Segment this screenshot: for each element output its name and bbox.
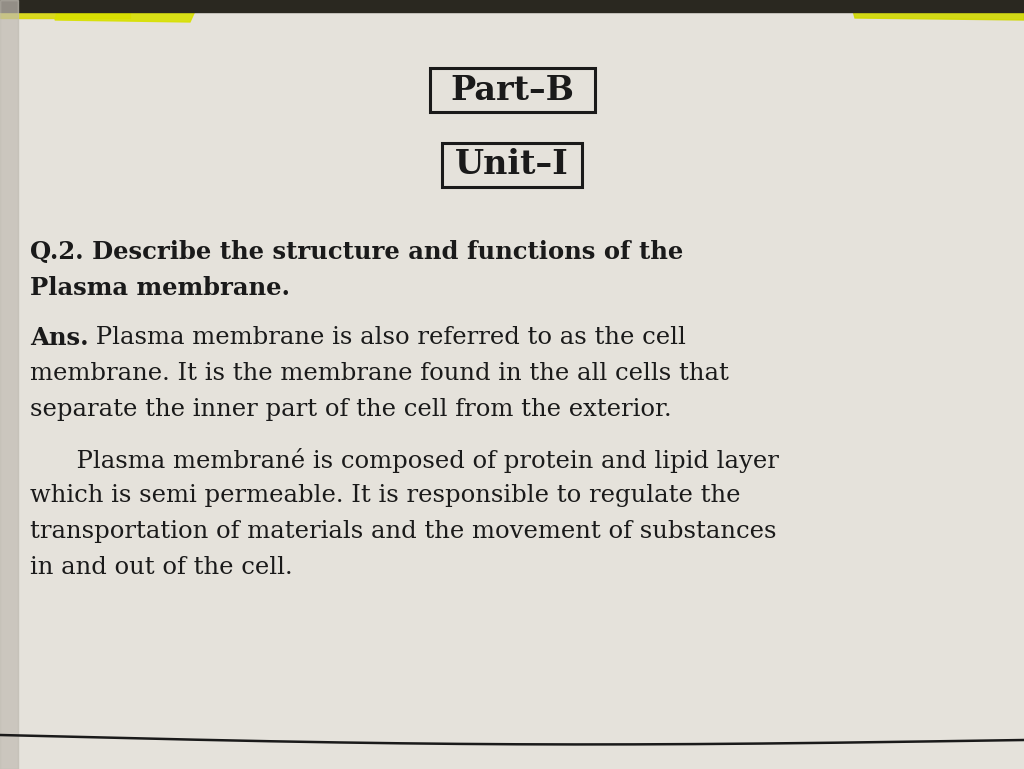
Text: Plasma membrane.: Plasma membrane. (30, 276, 290, 300)
Text: Q.2. Describe the structure and functions of the: Q.2. Describe the structure and function… (30, 240, 683, 264)
Text: Ans.: Ans. (30, 326, 89, 350)
Polygon shape (0, 0, 130, 18)
Text: Unit–I: Unit–I (455, 148, 569, 181)
Bar (0, 0, 18, 769)
Text: transportation of materials and the movement of substances: transportation of materials and the move… (30, 520, 776, 543)
Text: separate the inner part of the cell from the exterior.: separate the inner part of the cell from… (30, 398, 672, 421)
Text: membrane. It is the membrane found in the all cells that: membrane. It is the membrane found in th… (30, 362, 729, 385)
Bar (442, 143, 582, 187)
Text: Plasma membrané is composed of protein and lipid layer: Plasma membrané is composed of protein a… (30, 448, 779, 473)
Bar (0, 0, 1024, 12)
Polygon shape (55, 0, 200, 22)
Bar (429, 68, 595, 112)
Text: Plasma membrane is also referred to as the cell: Plasma membrane is also referred to as t… (88, 326, 686, 349)
Polygon shape (850, 0, 1024, 20)
Text: which is semi permeable. It is responsible to regulate the: which is semi permeable. It is responsib… (30, 484, 740, 507)
Text: in and out of the cell.: in and out of the cell. (30, 556, 293, 579)
Text: Part–B: Part–B (450, 74, 574, 106)
